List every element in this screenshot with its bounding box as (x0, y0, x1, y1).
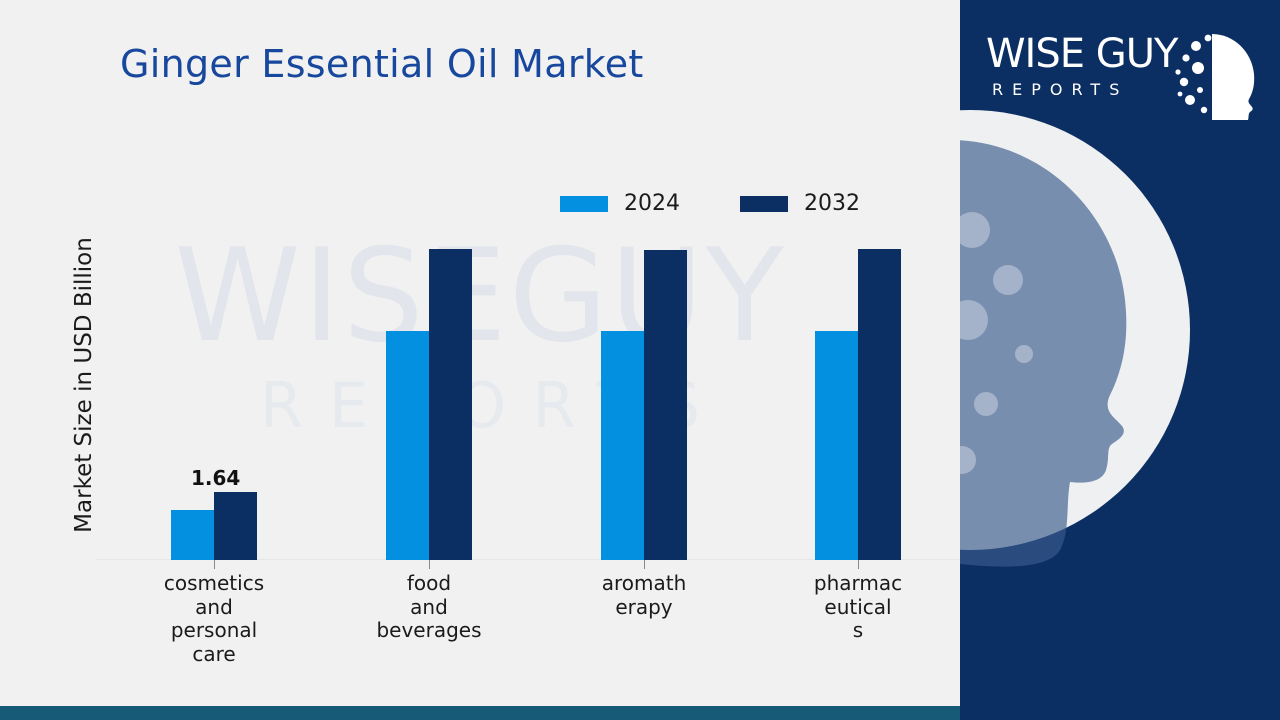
x-axis-tick (644, 560, 645, 569)
logo-wordmark: WISE GUY REPORTS (986, 34, 1196, 98)
x-axis-category-label: food and beverages (376, 571, 482, 643)
logo-sub-text: REPORTS (992, 80, 1129, 99)
x-axis-baseline (96, 559, 960, 560)
logo-main-text: WISE GUY (986, 31, 1178, 77)
x-axis-category-label: cosmetics and personal care (163, 571, 265, 666)
x-axis-tick (858, 560, 859, 569)
molecule-dots-pattern (960, 212, 1033, 474)
bar-2032[interactable] (429, 248, 472, 560)
x-axis-category-label: pharmac eutical s (813, 571, 903, 643)
legend-swatch-2032 (740, 196, 788, 212)
bar-2024[interactable] (386, 331, 429, 560)
x-axis-tick (429, 560, 430, 569)
x-axis-category-label: aromath erapy (601, 571, 687, 619)
legend-label-2032: 2032 (804, 191, 860, 216)
plot-area: 1.64 cosmetics and personal care food and … (96, 160, 960, 666)
x-axis-tick (214, 560, 215, 569)
bar-2024[interactable] (601, 331, 644, 560)
bar-2024[interactable] (171, 509, 214, 560)
y-axis-label: Market Size in USD Billion (71, 237, 97, 533)
brand-side-panel (960, 0, 1280, 720)
bar-group: aromath erapy (601, 160, 687, 618)
bar-2032[interactable] (644, 250, 687, 560)
bar-value-label: 1.64 (191, 466, 241, 491)
footer-strip (0, 706, 960, 720)
logo-head-icon (1175, 34, 1255, 120)
bar-group: pharmac eutical s (814, 160, 902, 642)
legend-swatch-2024 (560, 196, 608, 212)
head-silhouette-icon (960, 140, 1127, 567)
bar-group: food and beverages (376, 160, 482, 642)
legend-item-2024[interactable]: 2024 (560, 193, 680, 215)
bar-2032[interactable]: 1.64 (191, 466, 257, 560)
page-title: Ginger Essential Oil Market (120, 42, 644, 86)
legend-item-2032[interactable]: 2032 (740, 193, 860, 215)
bar-group: 1.64 cosmetics and personal care (164, 160, 264, 665)
legend-label-2024: 2024 (624, 191, 680, 216)
bar-2024[interactable] (815, 331, 858, 560)
wiseguy-reports-logo: WISE GUY REPORTS (986, 34, 1256, 120)
bar-2032[interactable] (858, 248, 901, 560)
chart-legend: 2024 2032 (560, 193, 860, 215)
